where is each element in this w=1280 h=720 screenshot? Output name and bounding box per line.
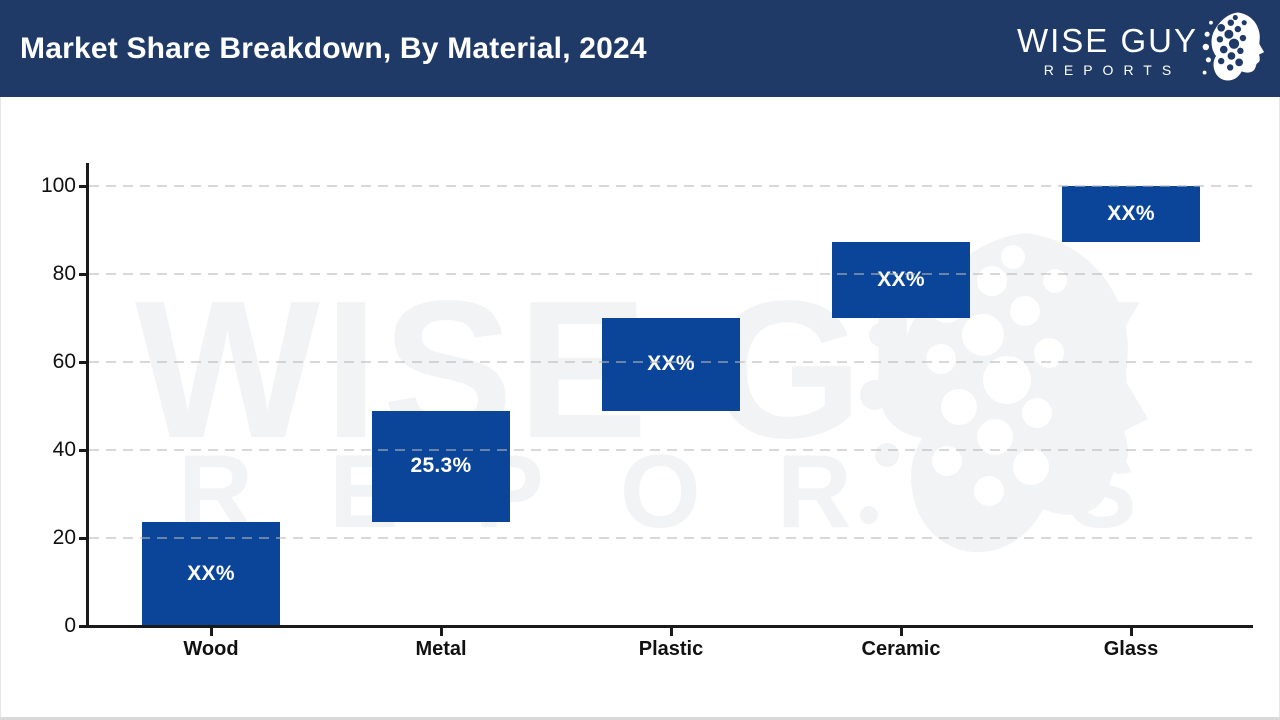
bar-metal: 25.3% <box>372 410 510 523</box>
x-category-label-glass: Glass <box>1103 638 1159 660</box>
brand-logo: WISE GUY REPORTS <box>1017 8 1266 86</box>
y-axis <box>86 163 89 628</box>
gridline-80 <box>89 273 1252 275</box>
gridline-60 <box>89 361 1252 363</box>
y-tick-mark-100 <box>79 185 87 188</box>
bar-value-label-wood: XX% <box>187 562 235 586</box>
page-title: Market Share Breakdown, By Material, 202… <box>20 31 647 65</box>
bar-ceramic: XX% <box>832 241 970 318</box>
bar-plastic: XX% <box>602 318 740 411</box>
y-tick-label-80: 80 <box>52 262 76 285</box>
y-tick-label-40: 40 <box>52 438 76 461</box>
brand-reports-text: REPORTS <box>1043 62 1182 78</box>
bar-value-label-metal: 25.3% <box>410 454 472 478</box>
gridline-20 <box>89 537 1252 539</box>
x-category-label-ceramic: Ceramic <box>861 638 941 660</box>
y-tick-label-100: 100 <box>40 174 76 197</box>
x-tick-mark-plastic <box>670 628 673 636</box>
brand-wordmark: WISE GUY <box>1016 22 1198 59</box>
x-tick-mark-ceramic <box>900 628 903 636</box>
bar-glass: XX% <box>1062 186 1200 242</box>
bar-value-label-ceramic: XX% <box>877 267 925 291</box>
y-tick-mark-80 <box>79 273 87 276</box>
y-tick-mark-40 <box>79 449 87 452</box>
x-category-label-wood: Wood <box>183 638 239 660</box>
y-tick-mark-0 <box>79 625 87 628</box>
y-tick-label-20: 20 <box>52 526 76 549</box>
x-category-label-plastic: Plastic <box>638 638 704 660</box>
brand-logo-text: WISE GUY REPORTS <box>1017 22 1198 78</box>
gridline-40 <box>89 449 1252 451</box>
x-tick-mark-wood <box>210 628 213 636</box>
header-bar: Market Share Breakdown, By Material, 202… <box>0 0 1280 97</box>
y-tick-label-0: 0 <box>64 614 76 637</box>
y-tick-mark-60 <box>79 361 87 364</box>
bar-value-label-plastic: XX% <box>647 352 695 376</box>
x-tick-mark-glass <box>1130 628 1133 636</box>
x-axis <box>86 625 1253 628</box>
x-tick-mark-metal <box>440 628 443 636</box>
y-tick-label-60: 60 <box>52 350 76 373</box>
brand-head-icon <box>1202 12 1265 81</box>
y-tick-mark-20 <box>79 537 87 540</box>
gridline-100 <box>89 185 1252 187</box>
bar-value-label-glass: XX% <box>1107 201 1155 225</box>
bar-wood: XX% <box>142 522 280 626</box>
x-category-label-metal: Metal <box>415 638 467 660</box>
